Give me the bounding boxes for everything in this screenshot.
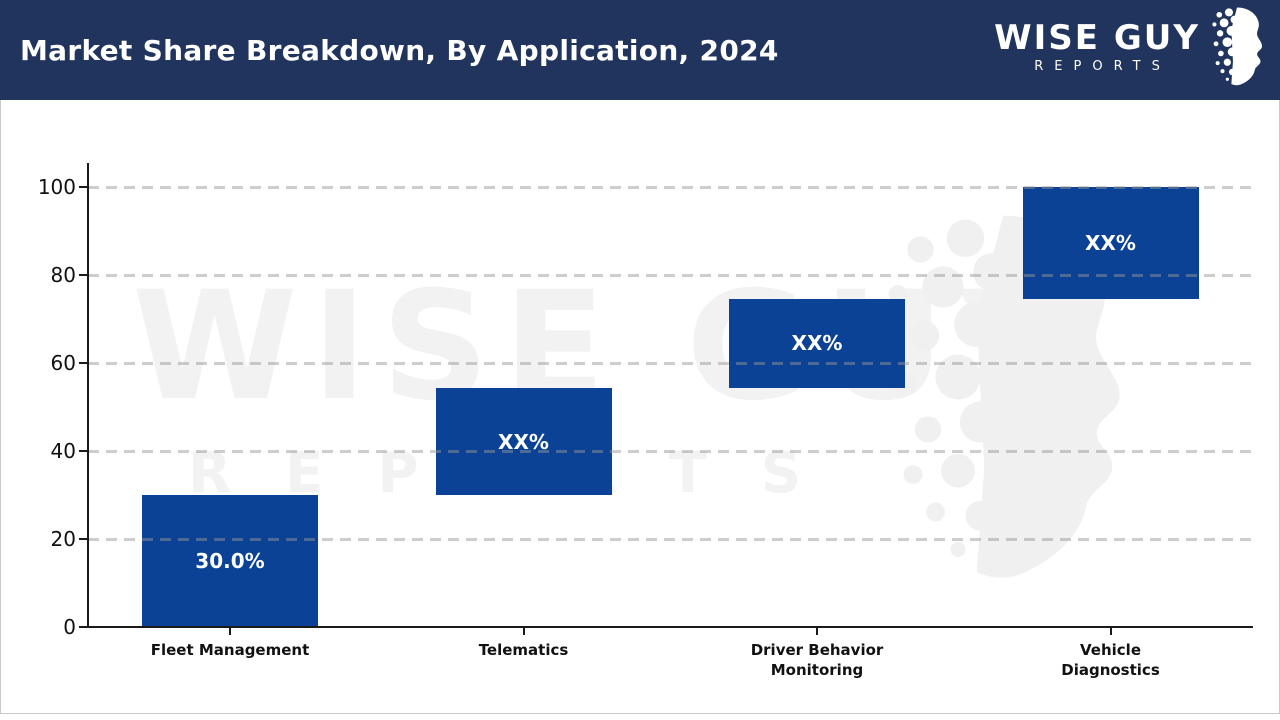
bar-value-label: XX% — [498, 429, 549, 454]
bar-3: XX% — [729, 298, 905, 389]
x-category-label: Fleet Management — [115, 640, 345, 660]
y-tick-mark — [79, 538, 87, 540]
logo-wiseguy-text: WISE GUY — [994, 18, 1200, 59]
x-category-label-line: Fleet Management — [150, 641, 310, 659]
x-category-label: Driver Behavior Monitoring — [702, 640, 932, 680]
gridline-60 — [88, 362, 1253, 365]
x-category-label-line: Vehicle — [1080, 641, 1141, 659]
x-tick-mark — [229, 628, 231, 635]
y-tick-label: 80 — [50, 263, 76, 287]
x-tick-mark — [522, 628, 525, 635]
y-tick-mark — [79, 450, 87, 452]
page-title: Market Share Breakdown, By Application, … — [20, 34, 779, 67]
bar-value-label: XX% — [1085, 230, 1136, 255]
y-tick-mark — [79, 274, 87, 276]
y-axis-line — [87, 163, 89, 628]
y-tick-label: 20 — [50, 527, 76, 551]
x-category-label: Telematics — [409, 640, 639, 660]
gridline-40 — [88, 450, 1253, 453]
y-tick-label: 100 — [37, 175, 76, 199]
y-tick-mark — [79, 362, 87, 364]
bar-4: XX% — [1022, 187, 1199, 299]
logo-text: WISE GUY REPORTS — [994, 18, 1200, 74]
y-tick-mark — [79, 186, 87, 188]
bar-value-label: 30.0% — [195, 549, 265, 573]
x-category-label-line: Monitoring — [770, 661, 864, 679]
wiseguy-head-icon — [1212, 7, 1263, 86]
y-tick-mark — [79, 626, 87, 628]
x-category-label-line: Driver Behavior — [750, 641, 884, 659]
x-tick-mark — [1109, 628, 1112, 635]
y-tick-label: 60 — [50, 351, 76, 375]
x-category-label-line: Diagnostics — [1061, 661, 1160, 679]
gridline-100 — [88, 186, 1253, 189]
logo-reports-text: REPORTS — [1034, 58, 1171, 74]
logo: WISE GUY REPORTS — [994, 6, 1266, 88]
bar-1: 30.0% — [142, 495, 318, 627]
y-tick-label: 40 — [50, 439, 76, 463]
gridline-80 — [88, 274, 1253, 277]
bar-value-label: XX% — [791, 331, 843, 356]
y-tick-label: 0 — [63, 615, 76, 639]
x-category-label: Vehicle Diagnostics — [996, 640, 1226, 680]
gridline-20 — [88, 538, 1253, 541]
bar-2: XX% — [435, 388, 612, 495]
x-tick-mark — [816, 628, 818, 635]
header-bar: Market Share Breakdown, By Application, … — [0, 0, 1280, 100]
x-axis-line — [87, 626, 1253, 628]
x-category-label-line: Telematics — [478, 641, 569, 659]
